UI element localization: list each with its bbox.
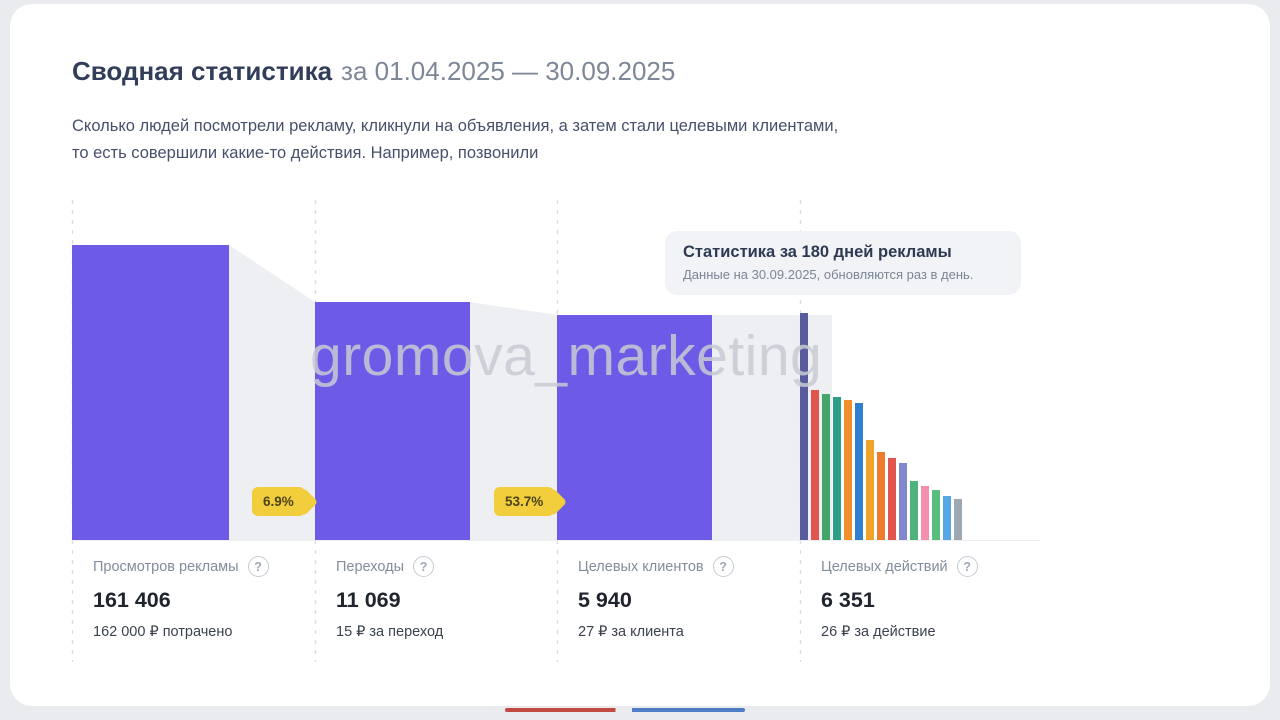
help-question-icon[interactable]: ? <box>413 556 435 577</box>
conversion-badge-clicks-to-clients: 53.7% <box>494 487 555 516</box>
page-subtitle: Сколько людей посмотрели рекламу, кликну… <box>72 113 838 167</box>
stat-column-target-actions: Целевых действий ? 6 351 26 ₽ за действи… <box>821 556 1041 640</box>
stat-subtext: 26 ₽ за действие <box>821 624 936 640</box>
stat-label-row: Целевых действий ? <box>821 556 1041 577</box>
stat-label: Переходы <box>336 558 405 575</box>
page-title-text: Сводная статистика <box>72 56 333 86</box>
card-header: Сводная статистика за 01.04.2025 — 30.09.… <box>72 56 838 167</box>
conversion-badge-views-to-clicks: 6.9% <box>252 487 305 516</box>
stat-label-row: Просмотров рекламы ? <box>93 556 313 577</box>
stat-label: Целевых действий <box>821 558 948 575</box>
stat-label: Целевых клиентов <box>578 558 704 575</box>
stat-value: 161 406 <box>93 588 171 612</box>
stat-value: 6 351 <box>821 588 875 612</box>
stat-column-views: Просмотров рекламы ? 161 406 162 000 ₽ п… <box>93 556 313 640</box>
help-question-icon[interactable]: ? <box>956 556 978 577</box>
funnel-chart <box>71 200 1040 662</box>
stat-label-row: Целевых клиентов ? <box>578 556 798 577</box>
stats-info-tooltip: Статистика за 180 дней рекламы Данные на… <box>665 231 1021 295</box>
subtitle-line-1: Сколько людей посмотрели рекламу, кликну… <box>72 117 839 135</box>
card-stage: Сводная статистика за 01.04.2025 — 30.09.… <box>10 4 1270 706</box>
cropped-next-card-strip <box>505 708 745 712</box>
stat-column-clicks: Переходы ? 11 069 15 ₽ за переход <box>336 556 556 640</box>
summary-stats-card: Сводная статистика за 01.04.2025 — 30.09.… <box>10 4 1270 706</box>
help-question-icon[interactable]: ? <box>247 556 269 577</box>
stat-value: 5 940 <box>578 588 632 612</box>
tooltip-title: Статистика за 180 дней рекламы <box>683 243 952 261</box>
tooltip-subtitle: Данные на 30.09.2025, обновляются раз в … <box>683 267 974 282</box>
page-title: Сводная статистика за 01.04.2025 — 30.09.… <box>72 56 838 91</box>
stat-column-target-clients: Целевых клиентов ? 5 940 27 ₽ за клиента <box>578 556 798 640</box>
stat-label: Просмотров рекламы <box>93 558 239 575</box>
stat-label-row: Переходы ? <box>336 556 556 577</box>
page-title-period: за 01.04.2025 — 30.09.2025 <box>341 56 676 86</box>
stat-subtext: 27 ₽ за клиента <box>578 624 684 640</box>
subtitle-line-2: то есть совершили какие-то действия. Нап… <box>72 144 539 162</box>
help-question-icon[interactable]: ? <box>712 556 734 577</box>
stat-subtext: 15 ₽ за переход <box>336 624 444 640</box>
stat-value: 11 069 <box>336 588 401 612</box>
stat-subtext: 162 000 ₽ потрачено <box>93 624 233 640</box>
